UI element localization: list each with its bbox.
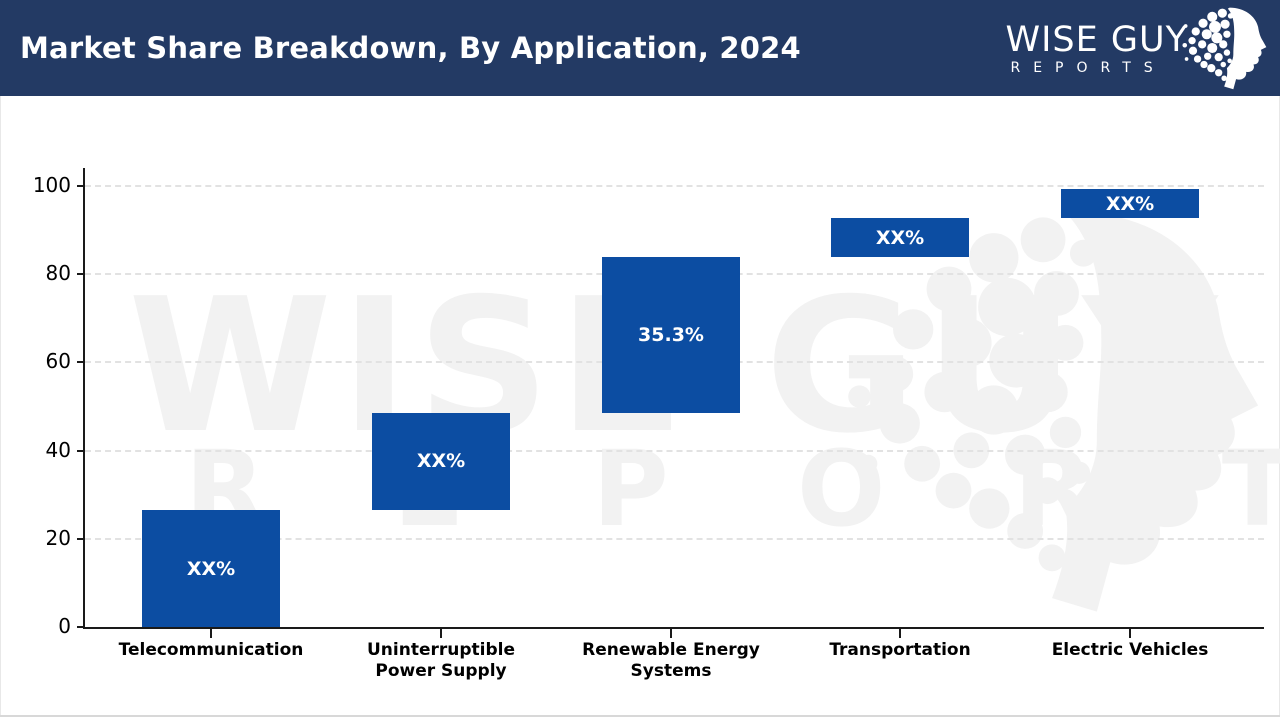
x-tick: [899, 629, 901, 638]
y-tick-100: [77, 185, 84, 187]
y-tick-40: [77, 449, 84, 452]
bar-segment: XX%: [1061, 189, 1199, 219]
y-tick-label-60: 60: [45, 349, 71, 374]
bottom-divider: [0, 715, 1280, 717]
brand-subname: REPORTS: [1010, 59, 1166, 76]
x-tick: [440, 629, 442, 638]
x-tick: [210, 629, 212, 638]
watermark-text-2: R E P O R T S: [185, 428, 1280, 550]
x-tick-label: Transportation: [780, 640, 1020, 661]
y-tick-label-100: 100: [32, 173, 71, 197]
page-title: Market Share Breakdown, By Application, …: [20, 31, 801, 65]
x-tick-label-line: Power Supply: [375, 661, 507, 681]
y-tick-20: [77, 537, 84, 540]
x-axis-line: [83, 627, 1264, 629]
x-tick-label-line: Telecommunication: [118, 640, 304, 660]
y-tick-label-20: 20: [45, 525, 71, 550]
bar-segment: XX%: [372, 412, 510, 511]
bar-value-label: XX%: [875, 226, 925, 249]
x-tick-label-line: Systems: [630, 661, 712, 681]
header-bar: Market Share Breakdown, By Application, …: [0, 0, 1280, 96]
x-tick-label: Uninterruptible Power Supply: [321, 640, 561, 682]
brand-name: WISE GUY: [1005, 19, 1188, 60]
y-tick-label-0: 0: [58, 614, 71, 638]
bar-value-label: 35.3%: [638, 323, 704, 346]
gridline-20: [85, 537, 1264, 540]
x-tick-label: Telecommunication: [91, 640, 331, 661]
x-tick-label-line: Electric Vehicles: [1051, 640, 1209, 660]
x-tick: [1129, 629, 1131, 638]
brand-logo: WISE GUY REPORTS: [1005, 2, 1270, 94]
bar-value-label: XX%: [416, 450, 466, 473]
bar-value-label: XX%: [186, 557, 236, 580]
y-tick-60: [77, 361, 84, 364]
y-tick-0: [77, 626, 84, 628]
gridline-40: [85, 449, 1264, 452]
y-tick-label-40: 40: [45, 437, 71, 462]
brand-wordmark: WISE GUY REPORTS: [1005, 21, 1188, 76]
y-tick-label-80: 80: [45, 261, 71, 286]
bar-segment: 35.3%: [602, 257, 740, 413]
x-tick-label: Electric Vehicles: [1010, 640, 1250, 661]
x-tick-label-line: Transportation: [829, 640, 971, 660]
bar-value-label: XX%: [1105, 192, 1155, 215]
bar-segment: XX%: [142, 510, 280, 627]
dotted-head-icon: [1182, 7, 1267, 90]
x-tick: [670, 629, 672, 638]
x-tick-label: Renewable Energy Systems: [551, 640, 791, 682]
x-tick-label-line: Uninterruptible: [366, 640, 515, 660]
y-axis-line: [83, 168, 85, 629]
gridline-100: [85, 185, 1264, 187]
y-tick-80: [77, 273, 84, 276]
bar-segment: XX%: [831, 218, 969, 257]
x-tick-label-line: Renewable Energy: [582, 640, 760, 660]
